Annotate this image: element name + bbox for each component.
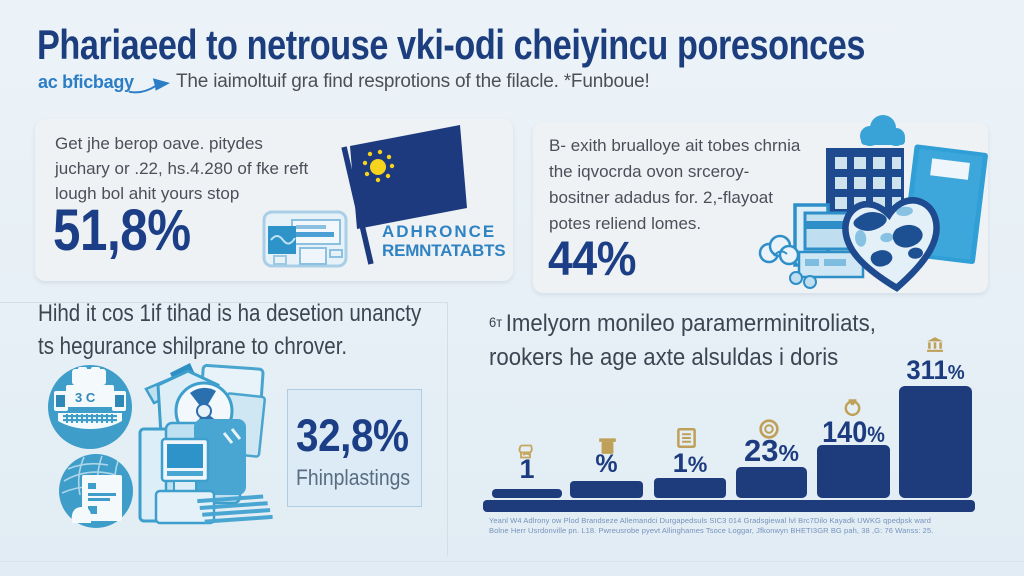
svg-text:3 C: 3 C <box>75 390 96 405</box>
